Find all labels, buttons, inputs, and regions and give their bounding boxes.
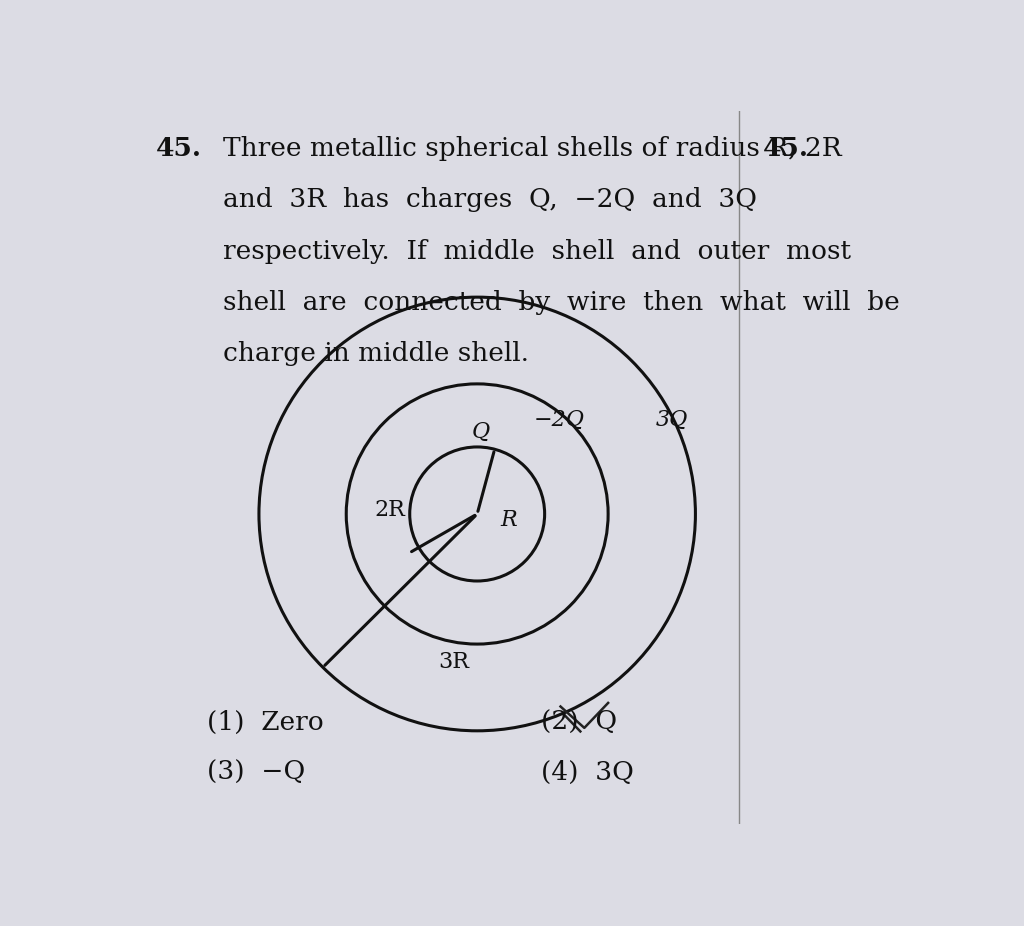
Text: 45.: 45. bbox=[156, 136, 202, 161]
Text: 45.: 45. bbox=[763, 136, 809, 161]
Text: Q: Q bbox=[472, 421, 490, 444]
Text: (3)  −Q: (3) −Q bbox=[207, 760, 305, 785]
Text: R: R bbox=[501, 509, 517, 531]
Text: −2Q: −2Q bbox=[534, 409, 585, 432]
Text: charge in middle shell.: charge in middle shell. bbox=[223, 342, 529, 367]
Text: 3R: 3R bbox=[438, 651, 469, 672]
Text: respectively.  If  middle  shell  and  outer  most: respectively. If middle shell and outer … bbox=[223, 239, 851, 264]
Text: 2R: 2R bbox=[375, 499, 406, 521]
Text: Three metallic spherical shells of radius R, 2R: Three metallic spherical shells of radiu… bbox=[223, 136, 842, 161]
Text: and  3R  has  charges  Q,  −2Q  and  3Q: and 3R has charges Q, −2Q and 3Q bbox=[223, 187, 757, 212]
Text: (4)  3Q: (4) 3Q bbox=[541, 760, 634, 785]
Text: 3Q: 3Q bbox=[656, 409, 688, 432]
Text: (2)  Q: (2) Q bbox=[541, 710, 616, 735]
Text: shell  are  connected  by  wire  then  what  will  be: shell are connected by wire then what wi… bbox=[223, 290, 900, 315]
Text: (1)  Zero: (1) Zero bbox=[207, 710, 325, 735]
